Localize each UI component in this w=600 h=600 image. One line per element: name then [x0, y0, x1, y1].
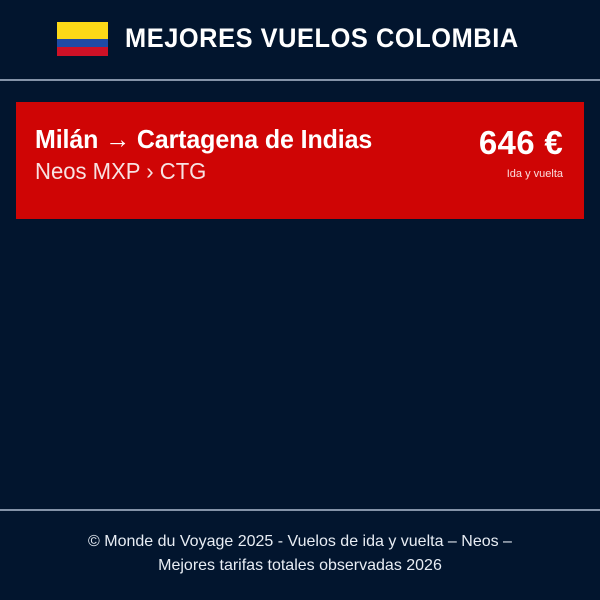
deal-price-block: 646 € Ida y vuelta — [479, 124, 565, 181]
deal-card[interactable]: Milán → Cartagena de Indias Neos MXP › C… — [16, 102, 584, 219]
page-footer: © Monde du Voyage 2025 - Vuelos de ida y… — [0, 511, 600, 600]
colombia-flag-icon — [56, 21, 108, 56]
footer-divider — [0, 509, 600, 511]
footer-line-2: Mejores tarifas totales observadas 2026 — [158, 557, 442, 574]
page-header: MEJORES VUELOS COLOMBIA — [0, 0, 600, 79]
deal-price-note: Ida y vuelta — [506, 167, 563, 180]
deal-price: 646 € — [478, 124, 563, 161]
flag-band-yellow — [56, 21, 108, 39]
deal-carrier: Neos MXP › CTG — [35, 158, 207, 185]
flag-band-red — [56, 47, 108, 56]
footer-line-1: © Monde du Voyage 2025 - Vuelos de ida y… — [88, 533, 512, 550]
page-title: MEJORES VUELOS COLOMBIA — [124, 23, 519, 53]
header-divider — [0, 79, 600, 81]
deal-route: Milán → Cartagena de Indias — [35, 124, 373, 154]
flag-band-blue — [56, 38, 108, 47]
deal-route-block: Milán → Cartagena de Indias Neos MXP › C… — [35, 124, 386, 187]
deals-list: Milán → Cartagena de Indias Neos MXP › C… — [0, 81, 600, 509]
